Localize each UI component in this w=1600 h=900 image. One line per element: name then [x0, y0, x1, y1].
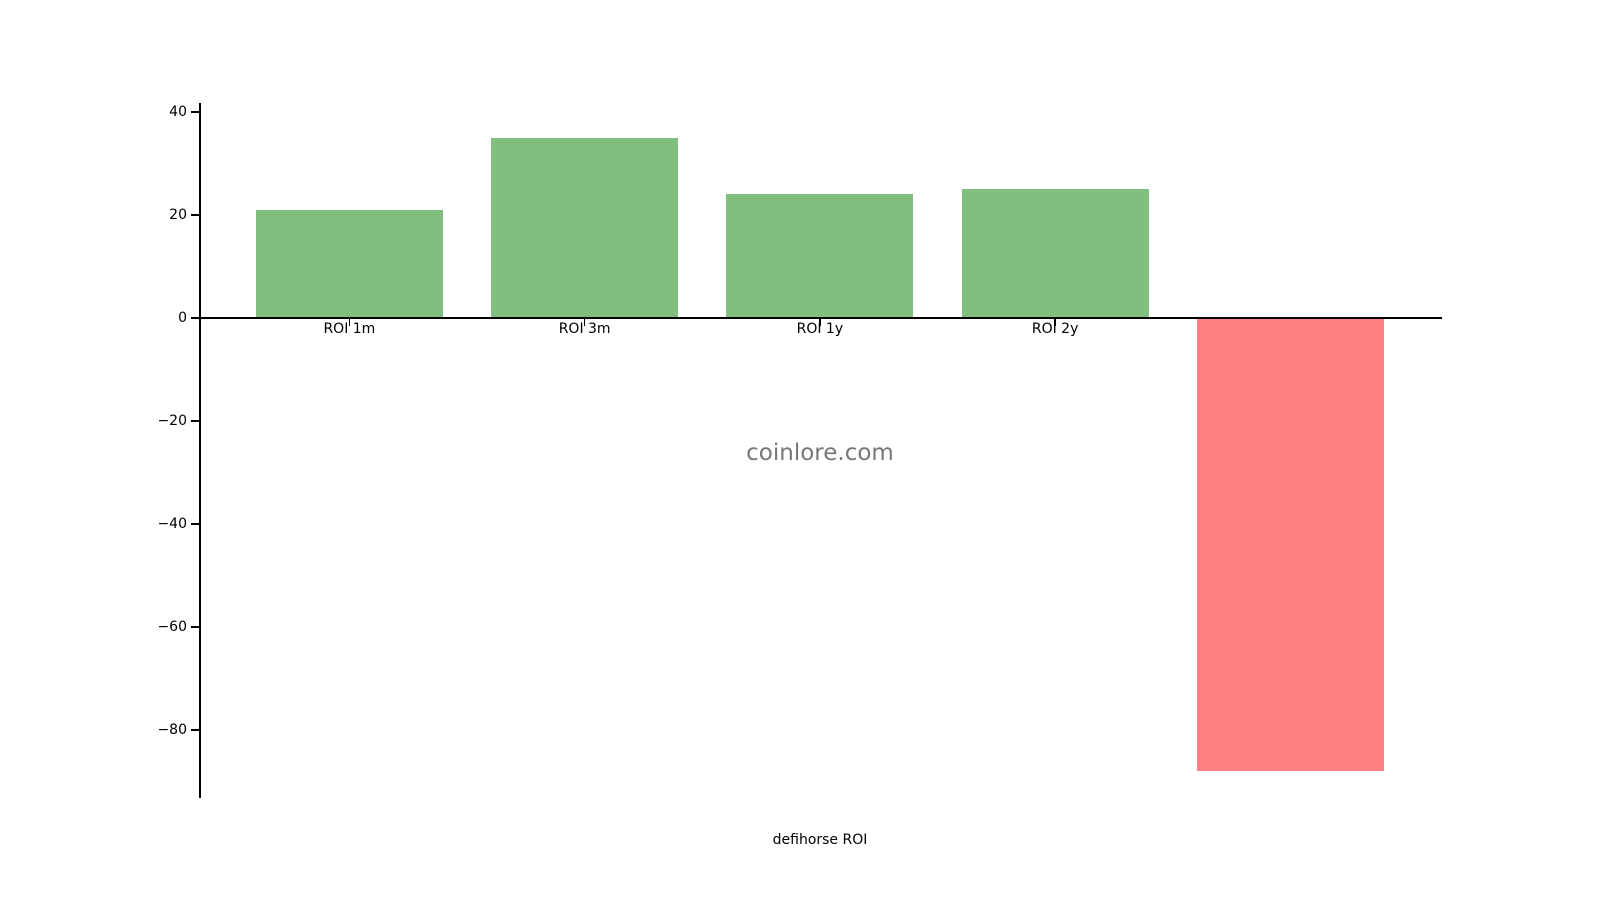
x-axis-tick: [819, 318, 821, 326]
y-axis-tick: [191, 420, 199, 422]
y-tick-label: 0: [178, 310, 187, 326]
y-tick-label: −60: [157, 619, 187, 636]
plot-area: 40 20 0 −20 −40 −60 −80 ROI 1m ROI 3m ROI 1y ROI 2…: [157, 103, 1442, 798]
y-axis-tick: [191, 523, 199, 525]
y-tick-label: −20: [157, 413, 187, 430]
bar-roi-1y: [726, 194, 914, 318]
bar-roi-2y: [961, 189, 1149, 318]
x-tick-label: ROI 3m: [558, 321, 611, 337]
x-tick-label: ROI 2y: [1031, 321, 1079, 337]
x-tick-label: ROI 1m: [323, 321, 376, 337]
x-axis-tick: [583, 318, 586, 326]
y-tick-label: 20: [169, 207, 187, 223]
y-axis-tick: [191, 214, 199, 216]
y-axis-tick: [191, 626, 199, 628]
bar-roi-3m: [491, 137, 679, 318]
x-axis-tick: [348, 318, 351, 326]
x-axis-label: defihorse ROI: [772, 832, 868, 848]
y-tick-label: −80: [157, 722, 187, 739]
x-axis-tick: [1054, 318, 1056, 326]
y-axis-line: [199, 103, 201, 798]
y-tick-label: −40: [157, 516, 187, 533]
bar-roi-1m: [255, 209, 443, 318]
bar-negative-4: [1196, 318, 1384, 772]
watermark-text: coinlore.com: [746, 440, 894, 466]
y-axis-tick: [191, 317, 199, 319]
x-tick-label: ROI 1y: [796, 321, 844, 337]
y-tick-label: 40: [169, 104, 187, 120]
y-axis-tick: [191, 729, 199, 731]
y-axis-tick: [191, 111, 199, 113]
